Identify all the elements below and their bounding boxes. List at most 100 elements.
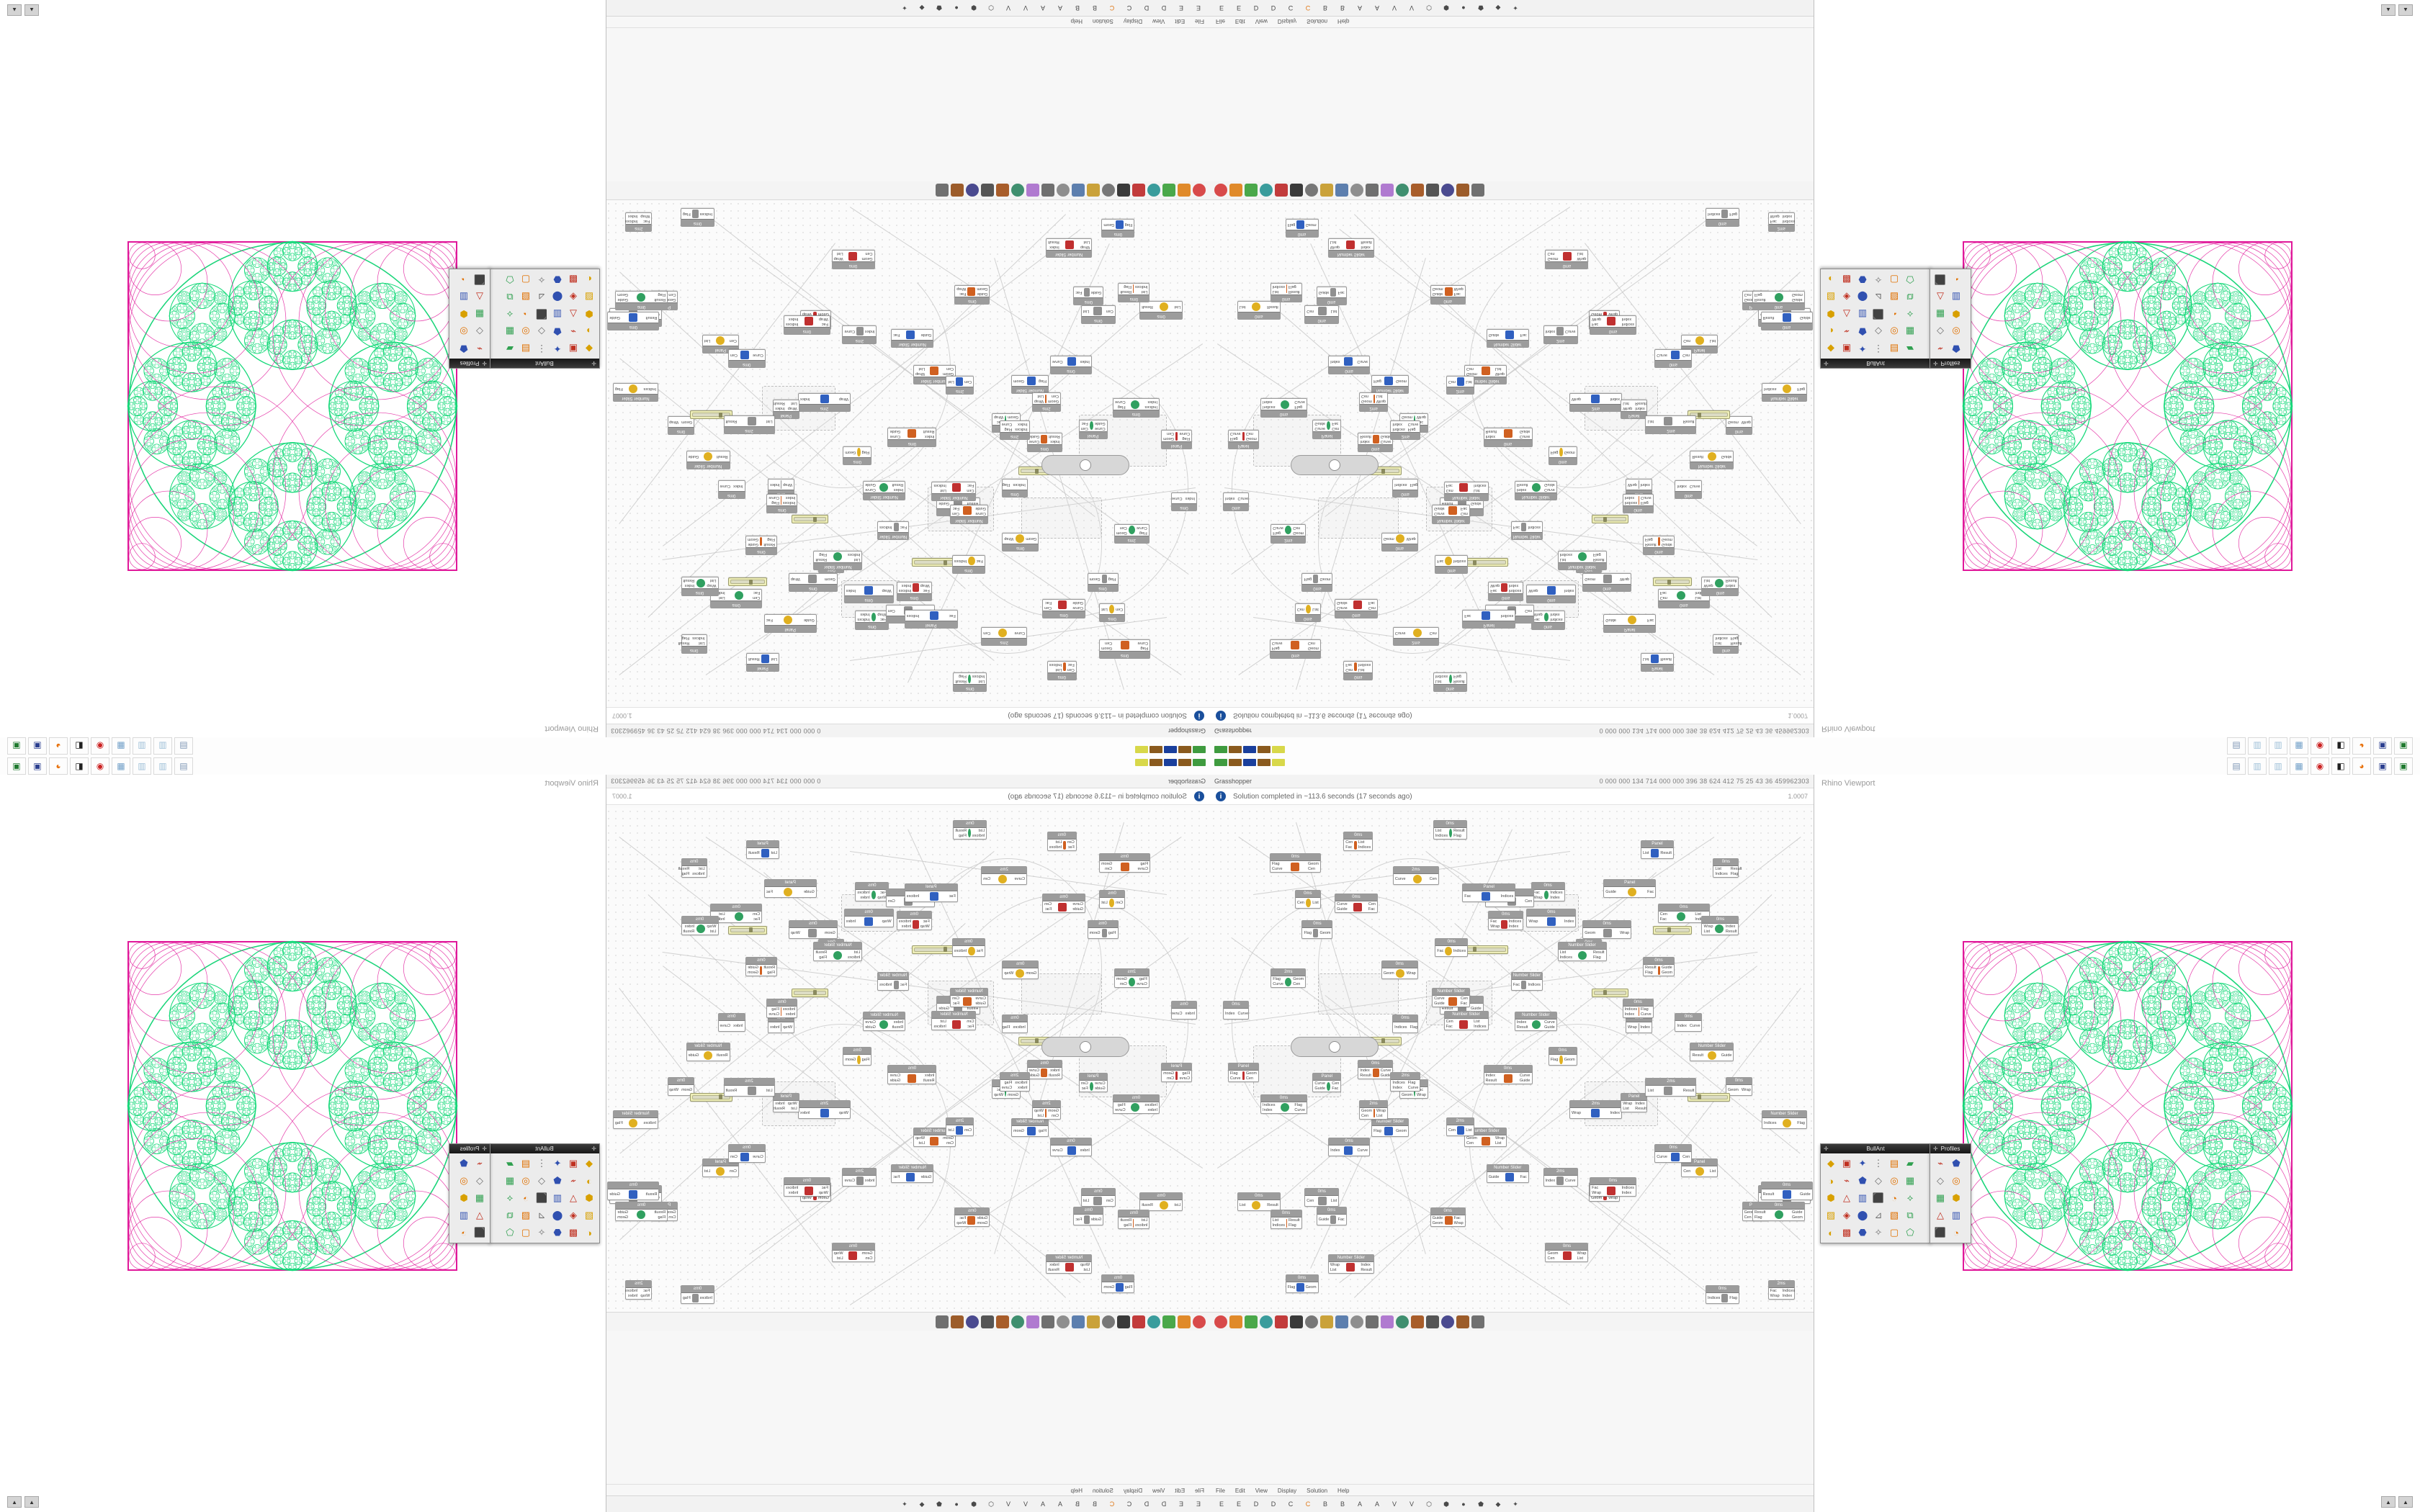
input-ports[interactable]: Cen Fac — [1345, 840, 1353, 850]
scissors-icon[interactable] — [1305, 1315, 1318, 1328]
gh-component[interactable]: Number Slider Index Result Curve Guide — [1514, 481, 1557, 501]
component-tab-3[interactable]: D — [1139, 1500, 1154, 1508]
palette-tool-icon[interactable]: △ — [565, 306, 581, 322]
input-ports[interactable]: Flag Curve — [1137, 977, 1147, 986]
taskbar-launchers[interactable] — [1135, 746, 1206, 753]
input-ports[interactable]: List — [766, 419, 773, 423]
output-ports[interactable]: Curve — [720, 484, 731, 488]
palette-grid[interactable]: ◆ ▣ ✦ ⋮ ▤ ▰ ◑ ⌁ ⬟ ◇ ◎ ▦ ⬢ △ ▥ ⬛ ◔ ⟡ ▨ ◈ ⬤ ⊿ ▧ ⧉ ◐ ▩ ⬣ ✧ ▢ ⬠ — [490, 1153, 599, 1243]
gh-component[interactable] — [792, 515, 829, 524]
viewport-expand-button-1[interactable]: ▲ — [7, 1496, 22, 1508]
palette-tool-icon[interactable]: ⬢ — [581, 306, 597, 322]
output-ports[interactable]: Result — [748, 851, 760, 855]
output-ports[interactable]: Curve Guide — [865, 482, 876, 492]
gh-component[interactable]: 2ms Index Curve — [842, 325, 877, 345]
palette-tool-icon[interactable]: ⬢ — [456, 306, 472, 322]
palette-tool-icon[interactable]: ▰ — [502, 1156, 518, 1171]
grasshopper-titlebar[interactable]: Grasshopper 0 000 000 134 714 000 000 39… — [606, 724, 1210, 737]
grasshopper-menubar[interactable]: File Edit View Display Solution Help — [1210, 1484, 1814, 1496]
palette-tool-icon[interactable]: ⋮ — [534, 1156, 550, 1171]
input-ports[interactable]: Indices Index — [1263, 400, 1275, 409]
component-tab-13[interactable]: ⬢ — [1439, 1500, 1453, 1508]
input-ports[interactable]: Flag — [1304, 931, 1312, 935]
notepad2-icon[interactable]: ▥ — [2269, 737, 2287, 755]
slider-track[interactable] — [730, 927, 766, 932]
launcher-swatch-2[interactable] — [1164, 759, 1177, 766]
calculator-icon[interactable]: ▦ — [2290, 737, 2308, 755]
gh-component[interactable]: 0ms Result Flag Guide Geom — [1752, 291, 1805, 311]
output-ports[interactable]: Curve Guide — [1520, 1074, 1531, 1083]
output-ports[interactable]: Flag — [1410, 482, 1418, 487]
input-ports[interactable]: Fac Wrap — [640, 214, 650, 223]
component-tab-16[interactable]: ◆ — [1491, 4, 1505, 12]
component-tab-5[interactable]: C — [1301, 1500, 1315, 1508]
palette-tool-icon[interactable]: ▨ — [581, 289, 597, 305]
palette-tool-icon[interactable]: ▥ — [550, 1190, 565, 1206]
input-ports[interactable]: Fac — [1464, 894, 1471, 899]
output-ports[interactable]: Result — [1267, 1203, 1278, 1207]
input-ports[interactable]: Cen — [964, 1128, 972, 1133]
gh-component[interactable]: 0ms Index Curve — [717, 480, 745, 499]
input-ports[interactable]: Cen Fac — [1446, 1020, 1453, 1029]
gh-component[interactable]: Panel Curve Guide Cen Fac — [1312, 419, 1342, 439]
viewport-buttons[interactable]: ▲ ▲ — [7, 1496, 39, 1508]
palette-tool-icon[interactable]: ⌁ — [565, 323, 581, 339]
circle-red-icon[interactable] — [1193, 184, 1206, 197]
gh-component[interactable]: 0ms Indices Flag — [1392, 1014, 1419, 1033]
input-ports[interactable]: Cen — [964, 379, 972, 384]
compass-icon[interactable] — [1011, 1315, 1024, 1328]
palette-tool-icon[interactable]: ▩ — [565, 271, 581, 287]
input-ports[interactable]: Geom — [825, 577, 835, 581]
input-ports[interactable]: Curve Guide — [1434, 506, 1445, 516]
input-ports[interactable]: Curve — [1395, 631, 1406, 635]
input-ports[interactable]: Flag Curve — [1272, 862, 1283, 871]
palette-tool-icon[interactable]: ⧉ — [502, 1207, 518, 1223]
gh-component[interactable]: Number Slider Result Guide — [1690, 1043, 1734, 1062]
gh-component[interactable]: 0ms Indices Flag — [681, 208, 715, 228]
input-ports[interactable]: Wrap List — [788, 1102, 797, 1111]
input-ports[interactable]: Result — [1763, 1192, 1775, 1197]
cow-icon[interactable]: ◧ — [70, 737, 89, 755]
sketch-icon[interactable] — [951, 1315, 964, 1328]
output-ports[interactable]: Cen — [1682, 353, 1690, 357]
palette-tool-icon[interactable]: ▦ — [1902, 1173, 1918, 1189]
input-ports[interactable]: Fac — [1513, 983, 1520, 987]
input-ports[interactable]: Index — [1330, 1148, 1340, 1153]
circle-teal-icon[interactable] — [1260, 184, 1273, 197]
output-ports[interactable]: Flag — [1797, 387, 1805, 391]
component-tab-0[interactable]: E — [1191, 4, 1206, 12]
gh-component[interactable]: Number Slider Fac Indices — [1510, 521, 1543, 541]
input-ports[interactable]: Index Result — [923, 1074, 935, 1083]
palette-tool-icon[interactable]: ▢ — [1886, 271, 1902, 287]
input-ports[interactable]: Result — [717, 1053, 728, 1058]
gh-component[interactable]: 0ms Flag Geom — [1301, 572, 1333, 592]
palette-titlebar[interactable]: ✛ BullAnt — [490, 1144, 599, 1153]
output-ports[interactable]: Cen Fac — [1044, 902, 1052, 912]
output-ports[interactable]: Curve — [720, 1024, 731, 1028]
grasshopper-window[interactable]: Grasshopper 0 000 000 134 714 000 000 39… — [606, 775, 1210, 1512]
gradient-handle[interactable] — [1080, 1041, 1091, 1053]
os-taskbar[interactable]: ▤ ▥ ▥ ▦ ◉ ◧ ◕ ▣ ▣ — [0, 737, 1210, 756]
input-ports[interactable]: Indices Index — [1625, 495, 1637, 505]
terminal-icon[interactable]: ▣ — [7, 737, 26, 755]
output-ports[interactable]: Flag Curve — [1408, 422, 1419, 431]
output-ports[interactable]: Flag Curve — [768, 495, 779, 505]
output-ports[interactable]: Wrap — [791, 577, 800, 581]
output-ports[interactable]: Curve — [1357, 359, 1368, 364]
rhino-palette-profiles[interactable]: ✛ Profiles ⌁ ⬟ ◇ ◎ ▦ ⬢ △ ▥ ⬛ ◔ — [449, 1143, 490, 1243]
input-ports[interactable]: Fac Wrap — [920, 919, 930, 929]
palette-tool-icon[interactable]: ◑ — [1823, 1173, 1839, 1189]
palette-tool-icon[interactable]: ⬠ — [502, 271, 518, 287]
palette-tool-icon[interactable]: ⬣ — [1855, 271, 1870, 287]
output-ports[interactable]: Guide — [1721, 1053, 1732, 1058]
menu-item-edit[interactable]: Edit — [1175, 19, 1185, 25]
gh-component[interactable]: 0ms Geom Wrap — [1582, 573, 1632, 593]
palette-tool-icon[interactable]: ◎ — [456, 323, 472, 339]
grasshopper-titlebar[interactable]: Grasshopper 0 000 000 134 714 000 000 39… — [1210, 724, 1814, 737]
